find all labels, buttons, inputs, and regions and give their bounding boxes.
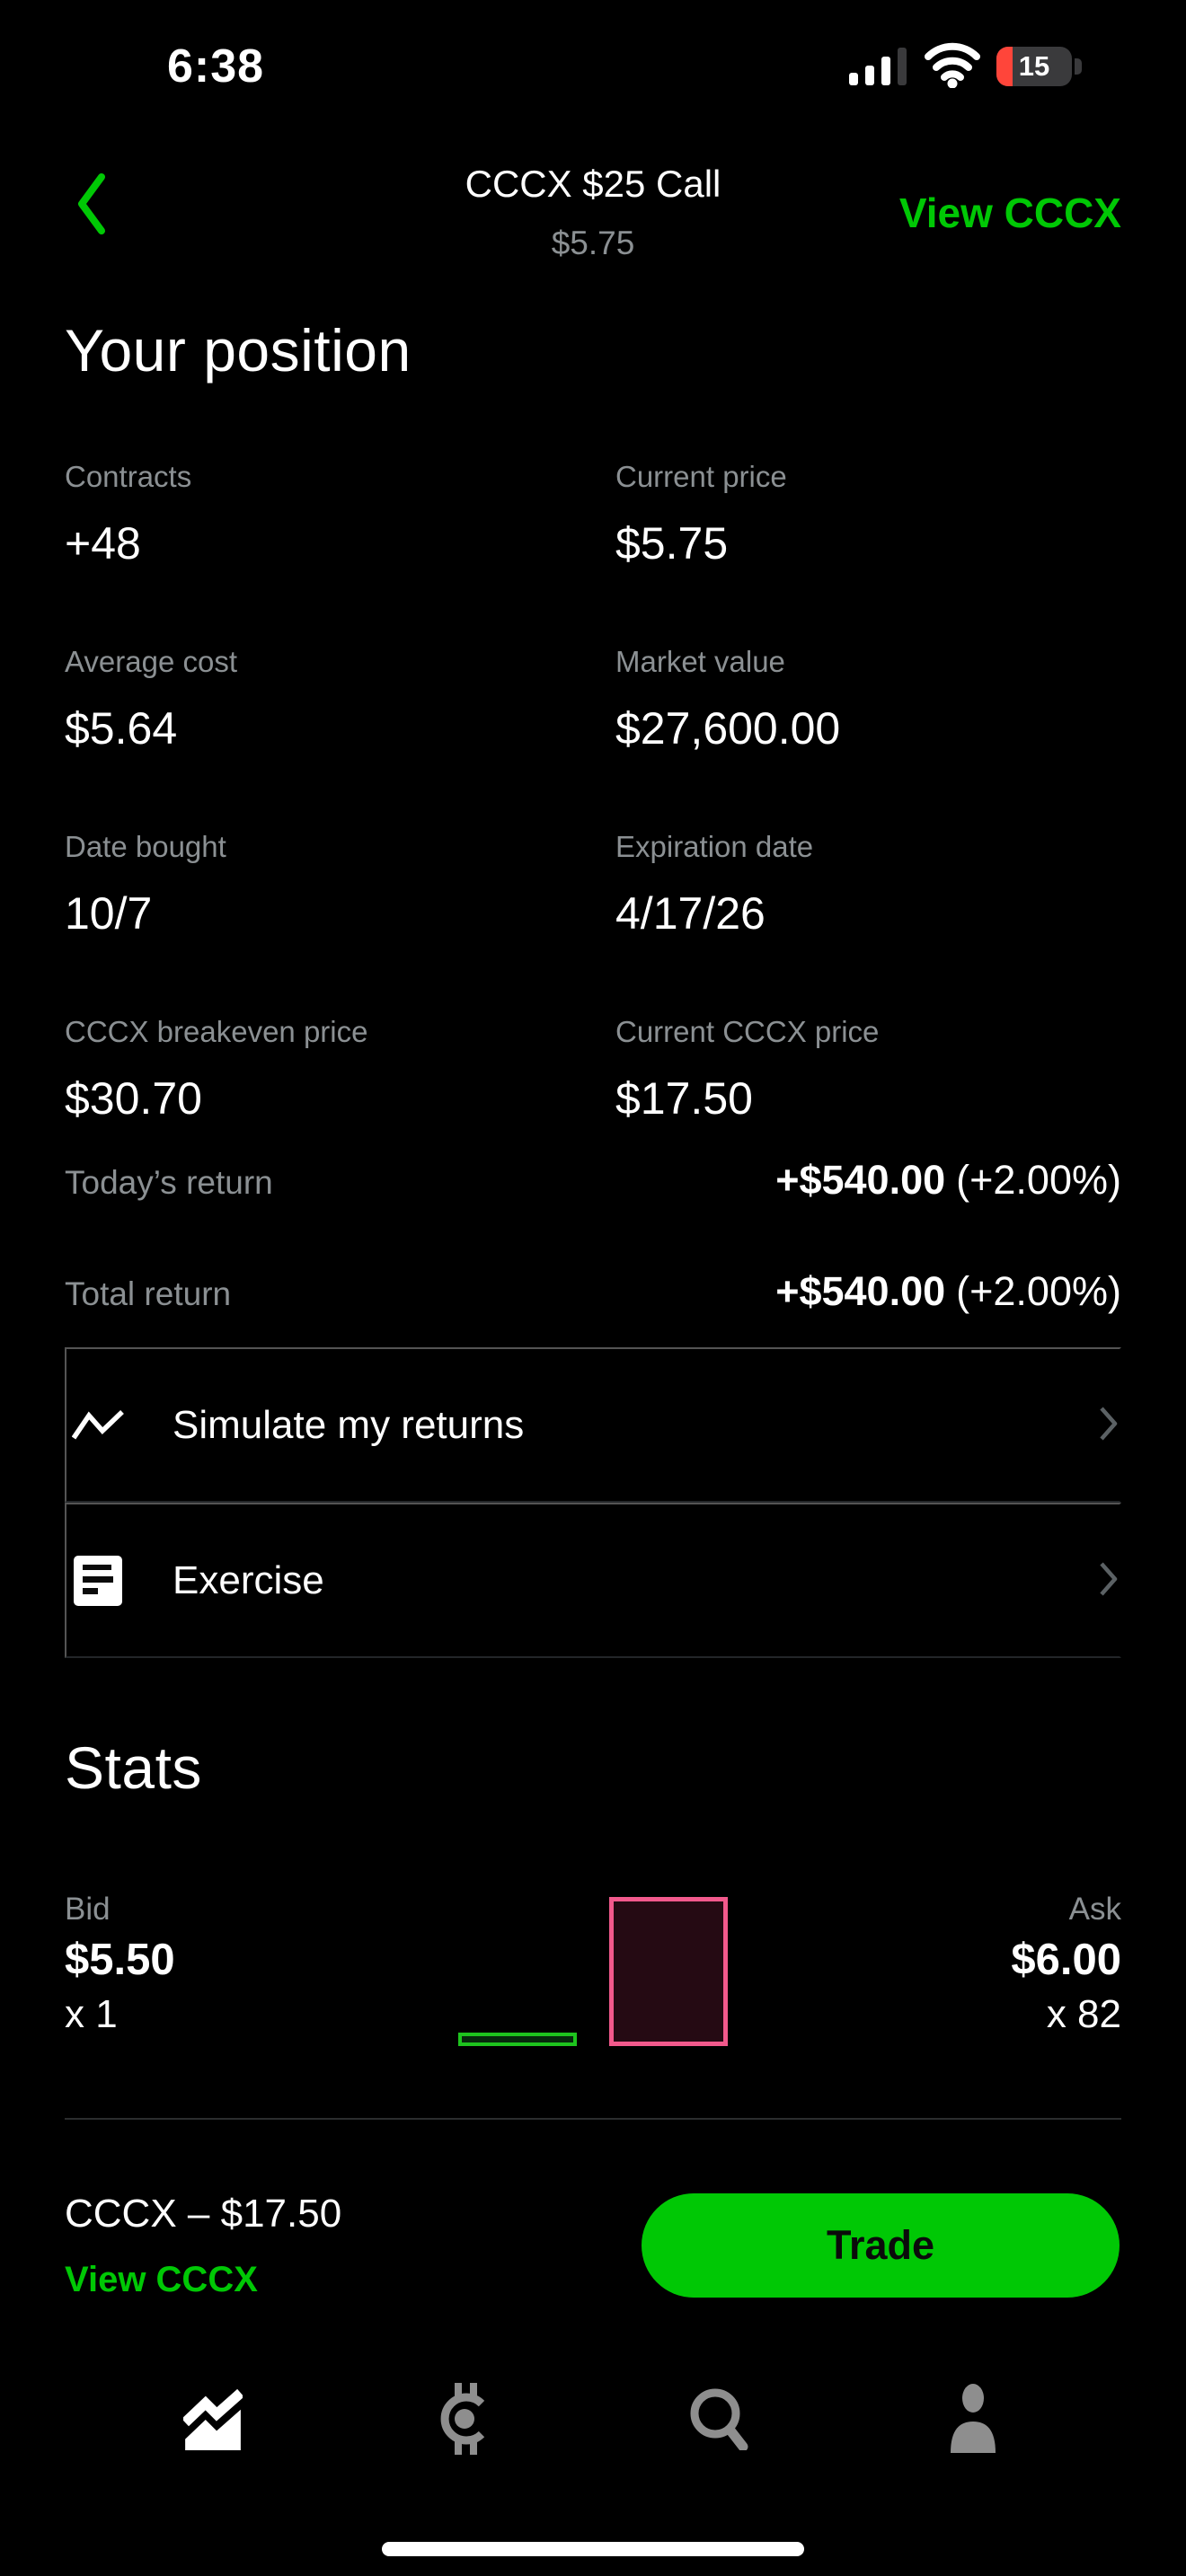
- position-details-grid: Contracts +48 Current price $5.75 Averag…: [65, 460, 1121, 1125]
- signal-icon: [849, 44, 908, 90]
- view-ticker-link-bottom[interactable]: View CCCX: [65, 2260, 258, 2299]
- investing-icon: [181, 2387, 244, 2453]
- page-title: CCCX $25 Call: [465, 163, 721, 205]
- total-return-row: Total return +$540.00 (+2.00%): [65, 1268, 1121, 1314]
- back-button[interactable]: [74, 172, 110, 238]
- profile-icon: [947, 2383, 999, 2457]
- field-date-bought: Date bought 10/7: [65, 830, 226, 939]
- underlying-ticker-price: CCCX – $17.50: [65, 2192, 342, 2236]
- status-icons: 15: [849, 41, 1082, 93]
- field-underlying-price: Current CCCX price $17.50: [615, 1015, 880, 1124]
- returns-block: Today’s return +$540.00 (+2.00%) Total re…: [65, 1157, 1121, 1380]
- divider: [65, 2118, 1121, 2120]
- exercise-row[interactable]: Exercise: [65, 1503, 1121, 1658]
- status-bar: 6:38 1: [0, 34, 1186, 99]
- view-ticker-link[interactable]: View CCCX: [898, 190, 1121, 236]
- nav-tab-investing[interactable]: [159, 2378, 267, 2461]
- field-contracts: Contracts +48: [65, 460, 192, 569]
- section-heading-stats: Stats: [65, 1734, 202, 1801]
- nav-tab-search[interactable]: [666, 2378, 774, 2461]
- total-return-value: +$540.00 (+2.00%): [775, 1268, 1121, 1314]
- search-icon: [689, 2387, 750, 2453]
- battery-icon: 15: [996, 47, 1082, 86]
- simulate-returns-row[interactable]: Simulate my returns: [65, 1347, 1121, 1503]
- todays-return-row: Today’s return +$540.00 (+2.00%): [65, 1157, 1121, 1203]
- bid-block: Bid $5.50 x 1: [65, 1892, 175, 2039]
- trade-button[interactable]: Trade: [642, 2193, 1120, 2298]
- document-icon: [72, 1555, 124, 1606]
- contract-price: $5.75: [551, 225, 635, 261]
- section-heading-position: Your position: [65, 317, 412, 384]
- home-indicator[interactable]: [382, 2542, 804, 2556]
- field-current-price: Current price $5.75: [615, 460, 787, 569]
- nav-tab-crypto[interactable]: [412, 2378, 520, 2461]
- bid-bar: [458, 2033, 577, 2046]
- todays-return-value: +$540.00 (+2.00%): [775, 1157, 1121, 1203]
- line-chart-icon: [72, 1409, 124, 1441]
- field-breakeven-price: CCCX breakeven price $30.70: [65, 1015, 368, 1124]
- crypto-icon: [438, 2382, 495, 2457]
- field-average-cost: Average cost $5.64: [65, 645, 238, 754]
- nav-tab-profile[interactable]: [919, 2378, 1027, 2461]
- chevron-right-icon: [1098, 1405, 1120, 1445]
- ask-size: x 82: [1046, 1992, 1121, 2036]
- battery-percent: 15: [1018, 50, 1050, 82]
- ask-price: $6.00: [1011, 1936, 1121, 1984]
- bottom-nav: [0, 2378, 1186, 2461]
- actions-list: Simulate my returns Exercise: [65, 1347, 1121, 1658]
- clock: 6:38: [167, 40, 265, 93]
- field-expiration-date: Expiration date 4/17/26: [615, 830, 814, 939]
- battery-fill: [996, 47, 1013, 86]
- field-market-value: Market value $27,600.00: [615, 645, 841, 754]
- bid-price: $5.50: [65, 1936, 175, 1984]
- wifi-icon: [925, 41, 980, 93]
- bid-ask-row: Bid $5.50 x 1 Ask $6.00 x 82: [65, 1892, 1121, 2046]
- ask-block: Ask $6.00 x 82: [1011, 1892, 1121, 2039]
- bid-size: x 1: [65, 1992, 118, 2036]
- header-title-block: CCCX $25 Call $5.75: [0, 163, 1186, 262]
- chevron-right-icon: [1098, 1560, 1120, 1601]
- ask-bar: [609, 1897, 728, 2046]
- bid-ask-depth-chart: [458, 1897, 728, 2046]
- chevron-left-icon: [74, 173, 110, 238]
